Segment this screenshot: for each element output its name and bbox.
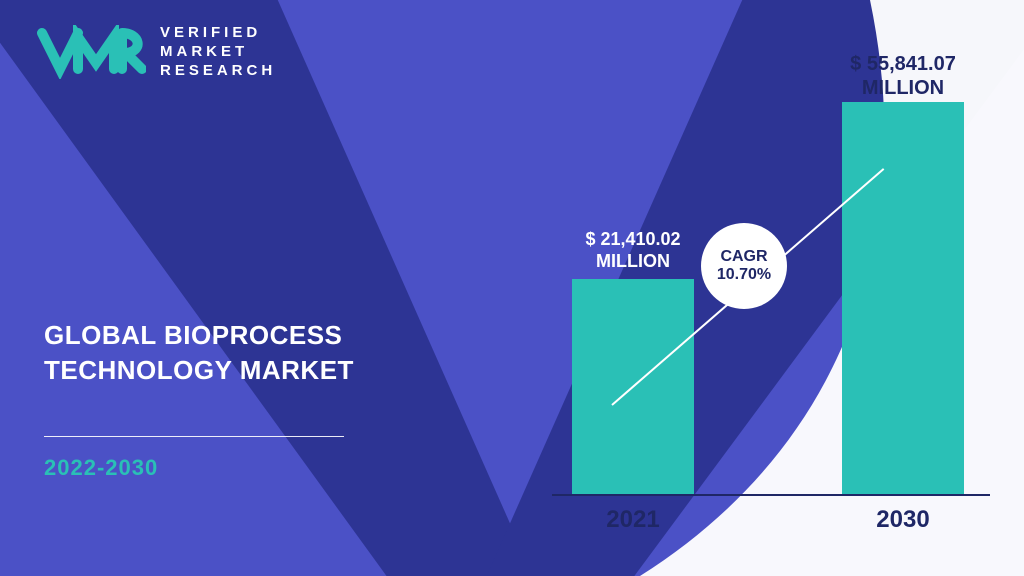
logo-text-line1: VERIFIED	[160, 24, 276, 43]
bar-chart: $ 21,410.02 MILLION 2021 $ 55,841.07 MIL…	[552, 36, 990, 536]
vmr-logo-mark-icon	[36, 25, 146, 79]
report-title: GLOBAL BIOPROCESS TECHNOLOGY MARKET	[44, 318, 354, 388]
bar-2021-x-label: 2021	[572, 506, 694, 534]
cagr-badge: CAGR 10.70%	[701, 223, 787, 309]
title-line2: TECHNOLOGY MARKET	[44, 353, 354, 388]
bar-2021-unit: MILLION	[554, 251, 712, 273]
bar-2021-amount: $ 21,410.02	[554, 229, 712, 251]
title-line1: GLOBAL BIOPROCESS	[44, 318, 354, 353]
logo-text-line3: RESEARCH	[160, 62, 276, 81]
logo-text-line2: MARKET	[160, 43, 276, 62]
vmr-logo: VERIFIED MARKET RESEARCH	[36, 24, 276, 80]
vmr-logo-text: VERIFIED MARKET RESEARCH	[160, 24, 276, 80]
bar-2030-unit: MILLION	[824, 76, 982, 100]
bar-2021-value-label: $ 21,410.02 MILLION	[554, 229, 712, 272]
cagr-value: 10.70%	[717, 266, 771, 284]
bar-2030	[842, 102, 964, 494]
bar-2030-value-label: $ 55,841.07 MILLION	[824, 52, 982, 100]
chart-baseline	[552, 494, 990, 496]
title-block: GLOBAL BIOPROCESS TECHNOLOGY MARKET 2022…	[44, 318, 354, 481]
forecast-years: 2022-2030	[44, 455, 354, 481]
title-divider	[44, 436, 344, 437]
infographic-canvas: VERIFIED MARKET RESEARCH GLOBAL BIOPROCE…	[0, 0, 1024, 576]
bar-2030-x-label: 2030	[842, 506, 964, 534]
bar-2030-amount: $ 55,841.07	[824, 52, 982, 76]
cagr-label: CAGR	[720, 248, 767, 266]
